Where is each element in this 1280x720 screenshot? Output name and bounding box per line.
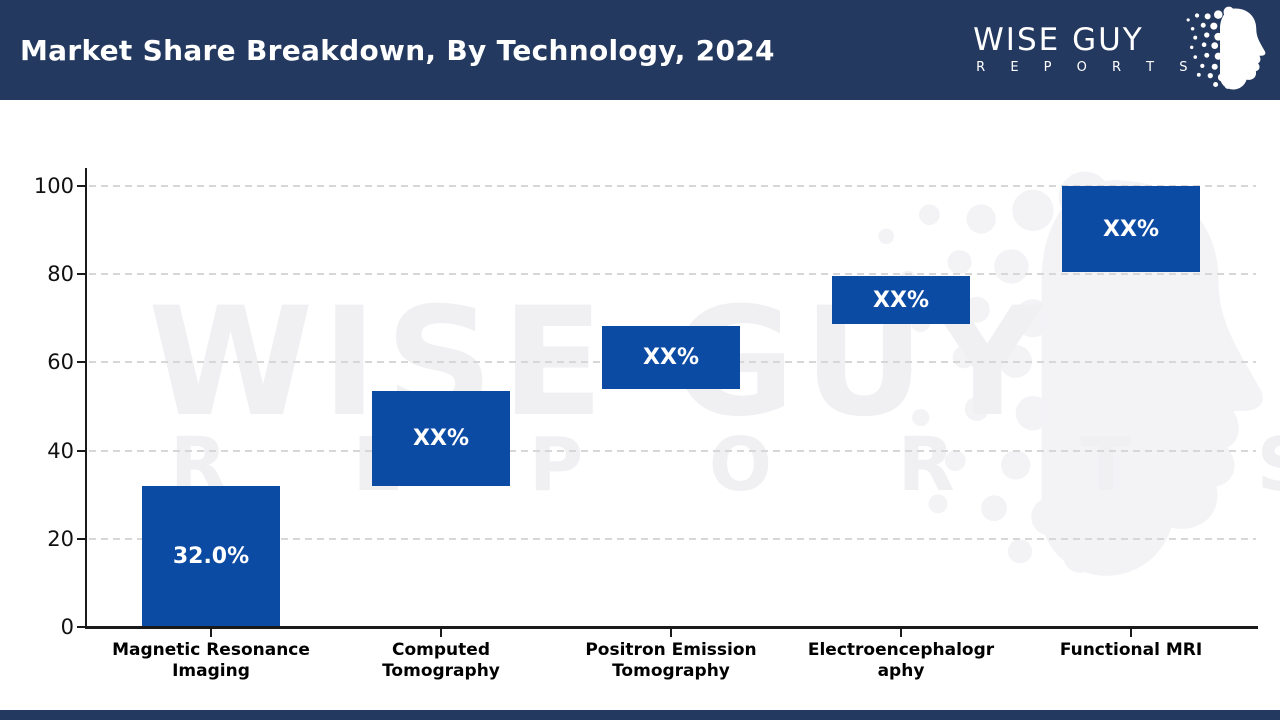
y-tick-mark xyxy=(77,538,86,540)
category-label-line: Tomography xyxy=(382,661,500,681)
x-tick-mark xyxy=(900,629,902,637)
logo-subtext: R E P O R T S xyxy=(976,60,1198,75)
bar-segment: XX% xyxy=(372,391,510,486)
gridline xyxy=(89,185,1256,187)
bar-segment: 32.0% xyxy=(142,486,280,627)
category-label-line: Electroencephalogr xyxy=(807,640,995,660)
y-tick-mark xyxy=(77,361,86,363)
gridline xyxy=(89,538,1256,540)
y-tick-label: 100 xyxy=(33,174,74,198)
gridline xyxy=(89,450,1256,452)
category-label-line: Imaging xyxy=(172,661,250,681)
y-tick-label: 20 xyxy=(47,527,74,551)
category-label-line: Magnetic Resonance xyxy=(112,640,310,660)
footer-band xyxy=(0,710,1280,720)
bar-value-label: XX% xyxy=(1103,216,1159,242)
bar-segment: XX% xyxy=(832,276,970,324)
category-label: Computed Tomography xyxy=(328,640,554,682)
x-tick-mark xyxy=(670,629,672,637)
logo-wordmark: WISE GUY xyxy=(973,22,1144,58)
logo-face-icon xyxy=(1182,4,1266,96)
y-tick-label: 40 xyxy=(47,439,74,463)
bar-value-label: XX% xyxy=(413,426,469,451)
category-label: Magnetic Resonance Imaging xyxy=(98,640,324,682)
chart-title: Market Share Breakdown, By Technology, 2… xyxy=(20,33,775,67)
bar-value-label: 32.0% xyxy=(172,544,250,569)
y-tick-mark xyxy=(77,450,86,452)
header-band: Market Share Breakdown, By Technology, 2… xyxy=(0,0,1280,100)
bar-segment: XX% xyxy=(602,326,740,389)
x-tick-mark xyxy=(440,629,442,637)
watermark-subtext: R E P O R T S xyxy=(170,422,1280,508)
category-label: Functional MRI xyxy=(1018,640,1244,661)
wiseguy-logo: WISE GUY R E P O R T S xyxy=(973,4,1266,96)
y-tick-label: 60 xyxy=(47,350,74,374)
y-tick-label: 80 xyxy=(47,262,74,286)
category-label-line: aphy xyxy=(877,661,925,681)
y-tick-mark xyxy=(77,626,86,628)
y-axis-line xyxy=(85,168,87,629)
bar-value-label: XX% xyxy=(873,287,929,313)
y-tick-mark xyxy=(77,185,86,187)
category-label-line: Computed xyxy=(392,640,490,660)
y-tick-label: 0 xyxy=(60,615,74,639)
category-label: Positron Emission Tomography xyxy=(558,640,784,682)
bar-value-label: XX% xyxy=(643,345,699,370)
category-label-line: Functional MRI xyxy=(1059,640,1203,660)
category-label-line: Positron Emission xyxy=(585,640,757,660)
x-tick-mark xyxy=(210,629,212,637)
bar-segment: XX% xyxy=(1062,186,1200,272)
gridline xyxy=(89,273,1256,275)
x-tick-mark xyxy=(1130,629,1132,637)
y-tick-mark xyxy=(77,273,86,275)
category-label-line: Tomography xyxy=(612,661,730,681)
logo-text: WISE GUY R E P O R T S xyxy=(973,22,1198,76)
x-axis-line xyxy=(85,626,1258,629)
category-label: Electroencephalogr aphy xyxy=(788,640,1014,682)
